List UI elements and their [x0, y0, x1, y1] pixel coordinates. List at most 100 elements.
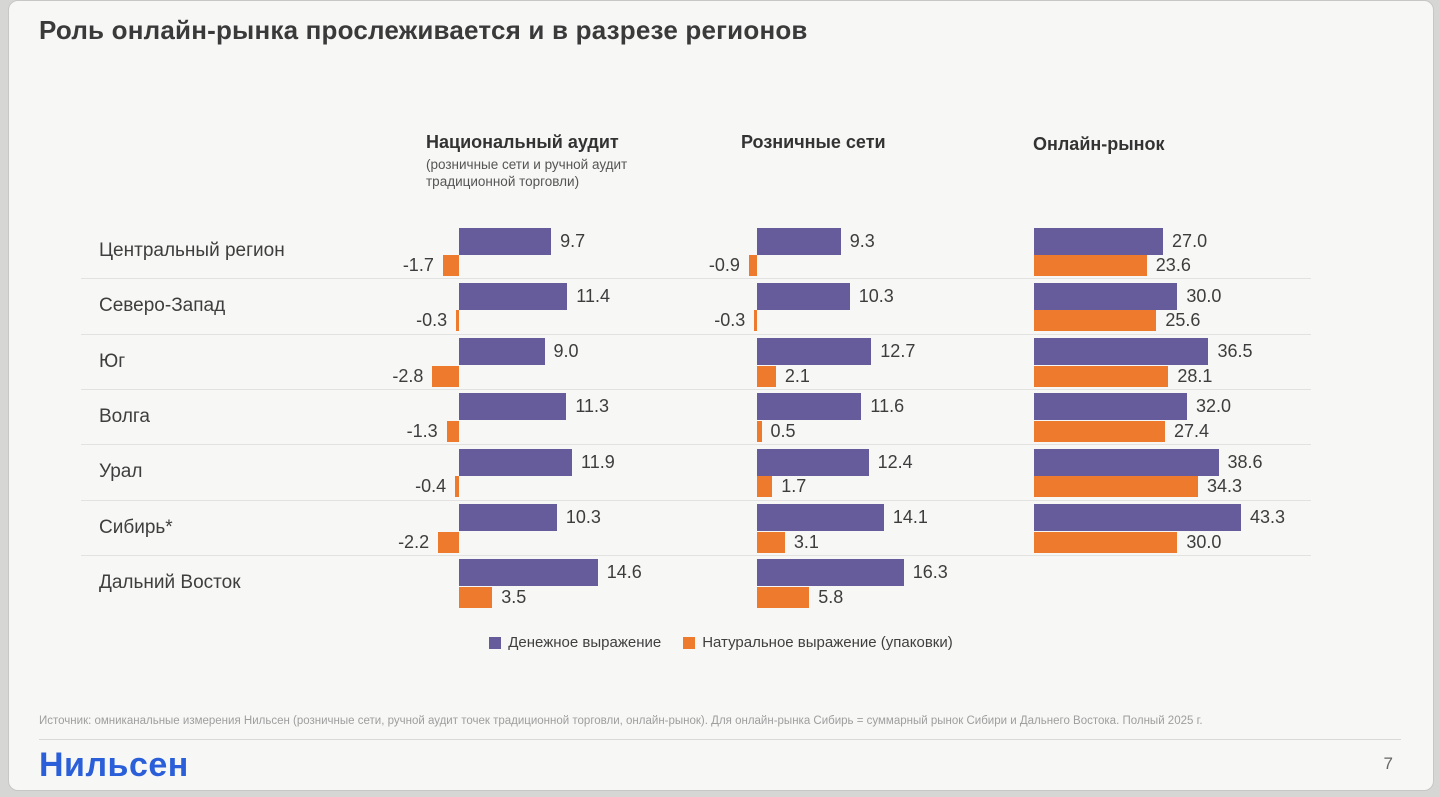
- region-label: Дальний Восток: [99, 571, 241, 593]
- units-value-label: -0.3: [416, 310, 448, 331]
- region-label: Сибирь*: [99, 516, 173, 538]
- row-divider: [81, 499, 1311, 501]
- units-value-label: 28.1: [1177, 365, 1213, 386]
- region-label: Юг: [99, 350, 126, 372]
- money-value-label: 16.3: [912, 562, 948, 583]
- chart-legend: Денежное выражение Натуральное выражение…: [9, 634, 1433, 651]
- panel-subheader-national-audit: (розничные сети и ручной аудит традицион…: [426, 157, 628, 189]
- units-value-label: 3.5: [501, 586, 527, 607]
- money-bar: [459, 448, 573, 476]
- units-value-label: 30.0: [1186, 531, 1222, 552]
- legend-label-money: Денежное выражение: [508, 634, 662, 651]
- units-value-label: -2.2: [398, 531, 430, 552]
- slide-card: Роль онлайн-рынка прослеживается и в раз…: [8, 0, 1434, 791]
- money-value-label: 38.6: [1227, 451, 1263, 472]
- units-bar: [455, 476, 459, 498]
- money-bar: [757, 448, 869, 476]
- units-bar: [757, 586, 810, 608]
- money-value-label: 36.5: [1217, 341, 1253, 362]
- money-value-label: 12.4: [877, 451, 913, 472]
- units-bar: [446, 420, 459, 442]
- money-bar: [459, 282, 568, 310]
- units-value-label: 1.7: [781, 476, 807, 497]
- units-value-label: 3.1: [793, 531, 819, 552]
- legend-item-money: Денежное выражение: [489, 634, 661, 651]
- units-bar: [1034, 310, 1157, 332]
- money-value-label: 11.9: [581, 451, 615, 472]
- panel-header-online-market: Онлайн-рынок: [1033, 134, 1165, 154]
- units-value-label: 2.1: [784, 365, 810, 386]
- money-bar: [757, 393, 862, 421]
- footer-divider: [39, 739, 1401, 740]
- page-number: 7: [1383, 754, 1393, 773]
- money-value-label: 14.6: [606, 562, 642, 583]
- legend-item-units: Натуральное выражение (упаковки): [683, 634, 953, 651]
- panel-header-national-audit: Национальный аудит: [426, 132, 619, 152]
- money-bar: [459, 227, 552, 255]
- source-note: Источник: омниканальные измерения Нильсе…: [39, 715, 1203, 727]
- units-bar: [1034, 420, 1165, 442]
- units-value-label: -0.9: [708, 255, 740, 275]
- money-value-label: 9.7: [560, 230, 586, 251]
- chart-area: Центральный регион 9.7 -1.7 9.3 -0.9 27.0 23.6…: [9, 1, 1433, 790]
- money-bar: [1034, 504, 1241, 531]
- nielsen-logo: Нильсен: [39, 746, 189, 784]
- units-value-label: -0.4: [415, 476, 447, 497]
- units-value-label: -1.7: [402, 255, 434, 275]
- money-bar: [459, 504, 557, 531]
- units-bar: [757, 365, 776, 387]
- money-value-label: 9.0: [553, 341, 579, 362]
- units-value-label: 27.4: [1173, 420, 1210, 441]
- units-bar: [438, 531, 459, 553]
- money-bar: [459, 338, 545, 366]
- money-bar: [757, 227, 841, 255]
- units-bar: [757, 476, 773, 498]
- money-value-label: 10.3: [858, 285, 894, 306]
- money-bar: [459, 393, 567, 421]
- money-value-label: 30.0: [1186, 285, 1222, 306]
- money-bar: [1034, 448, 1219, 476]
- money-bar: [1034, 338, 1209, 366]
- money-value-label: 11.3: [575, 396, 610, 417]
- row-divider: [81, 444, 1311, 446]
- money-value-label: 14.1: [892, 507, 928, 527]
- units-value-label: -2.8: [392, 365, 424, 386]
- legend-label-units: Натуральное выражение (упаковки): [702, 634, 953, 651]
- units-bar: [1034, 365, 1169, 387]
- money-bar: [757, 504, 884, 531]
- money-value-label: 12.7: [880, 341, 916, 362]
- row-divider: [81, 388, 1311, 390]
- units-value-label: 34.3: [1206, 476, 1242, 497]
- row-divider: [81, 333, 1311, 335]
- money-value-label: 10.3: [565, 507, 601, 527]
- units-bar: [754, 310, 757, 332]
- money-value-label: 11.6: [870, 396, 905, 417]
- units-value-label: -1.3: [406, 420, 438, 441]
- units-value-label: 5.8: [818, 586, 844, 607]
- money-bar: [459, 559, 598, 587]
- money-bar: [1034, 282, 1178, 310]
- row-divider: [81, 554, 1311, 556]
- region-label: Урал: [99, 461, 143, 483]
- units-bar: [442, 255, 459, 276]
- row-divider: [81, 278, 1311, 280]
- units-bar: [1034, 476, 1198, 498]
- money-value-label: 32.0: [1195, 396, 1231, 417]
- region-label: Волга: [99, 405, 150, 427]
- units-bar: [456, 310, 459, 332]
- money-legend-swatch-icon: [489, 636, 502, 649]
- units-value-label: 23.6: [1155, 255, 1191, 275]
- panel-header-retail-chains: Розничные сети: [741, 132, 886, 152]
- money-bar: [757, 338, 872, 366]
- region-label: Центральный регион: [99, 240, 285, 261]
- region-label: Северо-Запад: [99, 295, 226, 317]
- units-value-label: 0.5: [770, 420, 796, 441]
- money-value-label: 11.4: [576, 285, 610, 306]
- units-value-label: -0.3: [714, 310, 746, 331]
- units-bar: [432, 365, 459, 387]
- money-bar: [757, 559, 904, 587]
- units-legend-swatch-icon: [683, 636, 696, 649]
- money-bar: [757, 282, 850, 310]
- units-value-label: 25.6: [1165, 310, 1201, 331]
- money-bar: [1034, 393, 1187, 421]
